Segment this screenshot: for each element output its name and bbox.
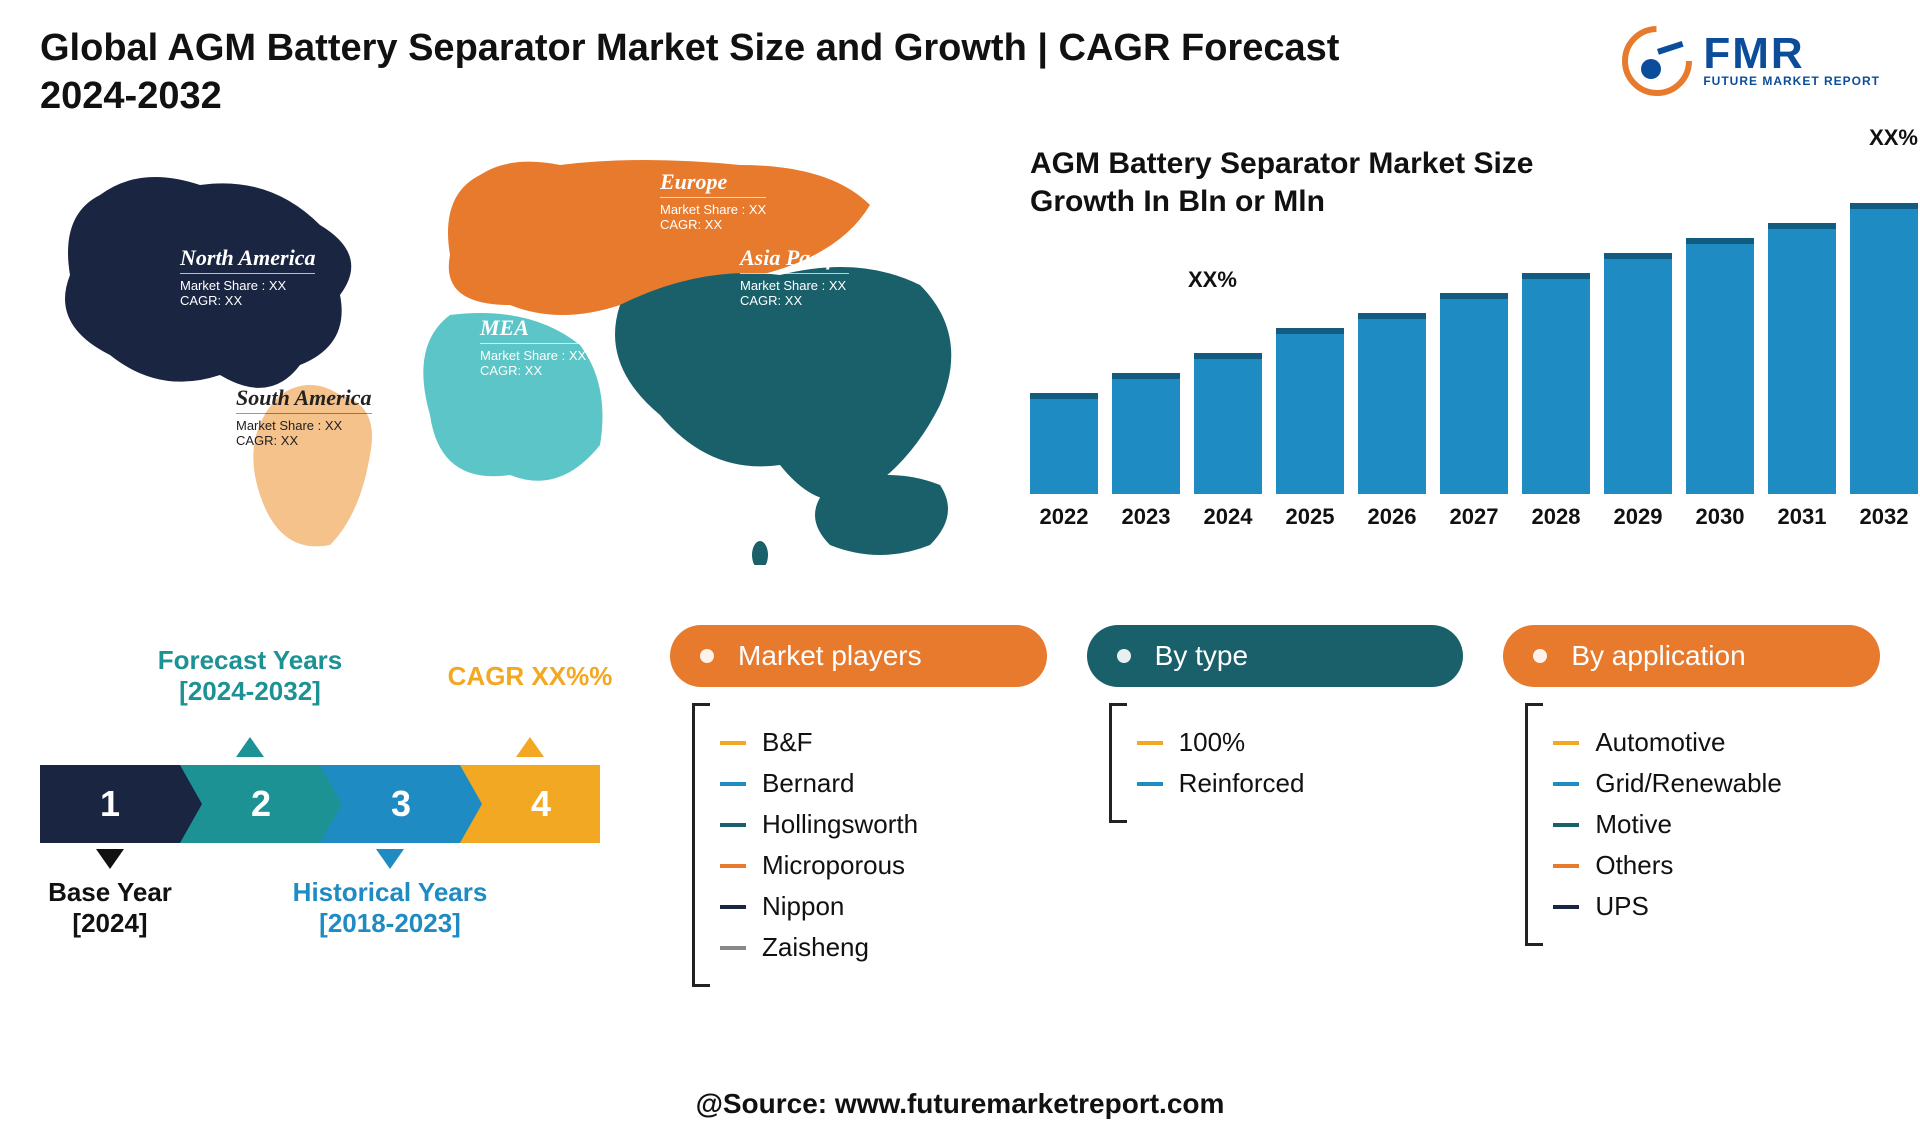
- bottom-row: 1234 Base Year[2024]Forecast Years[2024-…: [40, 625, 1880, 993]
- bar-label: 2024: [1204, 504, 1253, 530]
- bar-2027: 2027: [1440, 291, 1508, 530]
- bar-2023: 2023: [1112, 371, 1180, 530]
- list-item: Grid/Renewable: [1553, 768, 1880, 799]
- growth-label-2032: XX%: [1869, 125, 1918, 151]
- top-row: North AmericaMarket Share : XXCAGR: XX So…: [40, 145, 1880, 565]
- logo-text-sub: FUTURE MARKET REPORT: [1703, 74, 1880, 88]
- bar-2026: 2026: [1358, 311, 1426, 530]
- pill-header: Market players: [670, 625, 1047, 687]
- list-item: Microporous: [720, 850, 1047, 881]
- bar-label: 2026: [1368, 504, 1417, 530]
- timeline-seg-1: 1: [40, 765, 180, 843]
- bar-2032: 2032: [1850, 201, 1918, 530]
- timeline-label-2: Forecast Years[2024-2032]: [140, 645, 360, 707]
- list-item: Hollingsworth: [720, 809, 1047, 840]
- bracket: 100% Reinforced: [1087, 697, 1464, 829]
- page-title: Global AGM Battery Separator Market Size…: [40, 25, 1440, 120]
- list-item: Reinforced: [1137, 768, 1464, 799]
- col-market-players: Market players B&F Bernard Hollingsworth Mic…: [670, 625, 1047, 993]
- info-columns: Market players B&F Bernard Hollingsworth Mic…: [670, 625, 1880, 993]
- header: Global AGM Battery Separator Market Size…: [40, 25, 1880, 120]
- list-item: B&F: [720, 727, 1047, 758]
- bar-label: 2025: [1286, 504, 1335, 530]
- bar-2022: 2022: [1030, 391, 1098, 530]
- pill-header: By type: [1087, 625, 1464, 687]
- source-footer: @Source: www.futuremarketreport.com: [0, 1088, 1920, 1120]
- list-item: UPS: [1553, 891, 1880, 922]
- list-item: Automotive: [1553, 727, 1880, 758]
- list-item: Zaisheng: [720, 932, 1047, 963]
- bar-label: 2032: [1860, 504, 1909, 530]
- region-asia-pacific: Asia PacificMarket Share : XXCAGR: XX: [740, 245, 849, 308]
- list-item: Others: [1553, 850, 1880, 881]
- region-europe: EuropeMarket Share : XXCAGR: XX: [660, 169, 766, 232]
- bar-2028: 2028: [1522, 271, 1590, 530]
- bar-label: 2023: [1122, 504, 1171, 530]
- list-item: Nippon: [720, 891, 1047, 922]
- list-item: 100%: [1137, 727, 1464, 758]
- bar-2029: 2029: [1604, 251, 1672, 530]
- world-map: North AmericaMarket Share : XXCAGR: XX So…: [40, 145, 1000, 565]
- logo: FMR FUTURE MARKET REPORT: [1621, 25, 1880, 97]
- bar-label: 2022: [1040, 504, 1089, 530]
- bar-label: 2028: [1532, 504, 1581, 530]
- timeline-label-4: CAGR XX%%: [420, 661, 640, 692]
- bar-2031: 2031: [1768, 221, 1836, 530]
- region-north-america: North AmericaMarket Share : XXCAGR: XX: [180, 245, 315, 308]
- logo-icon: [1621, 25, 1693, 97]
- bar-2030: 2030: [1686, 236, 1754, 530]
- bar-2025: 2025: [1276, 326, 1344, 530]
- col-by-application: By application Automotive Grid/Renewable Mo…: [1503, 625, 1880, 993]
- logo-text-main: FMR: [1703, 34, 1880, 74]
- bar-label: 2031: [1778, 504, 1827, 530]
- bracket: Automotive Grid/Renewable Motive Others UPS: [1503, 697, 1880, 952]
- timeline-label-3: Historical Years[2018-2023]: [270, 877, 510, 939]
- col-by-type: By type 100% Reinforced: [1087, 625, 1464, 993]
- region-south-america: South AmericaMarket Share : XXCAGR: XX: [236, 385, 372, 448]
- list-item: Motive: [1553, 809, 1880, 840]
- list-item: Bernard: [720, 768, 1047, 799]
- region-mea: MEAMarket Share : XXCAGR: XX: [480, 315, 586, 378]
- chart-title: AGM Battery Separator Market Size Growth…: [1030, 145, 1550, 220]
- bracket: B&F Bernard Hollingsworth Microporous Nippon…: [670, 697, 1047, 993]
- timeline: 1234 Base Year[2024]Forecast Years[2024-…: [40, 625, 640, 985]
- timeline-label-1: Base Year[2024]: [0, 877, 230, 939]
- bar-label: 2027: [1450, 504, 1499, 530]
- bar-label: 2029: [1614, 504, 1663, 530]
- bar-label: 2030: [1696, 504, 1745, 530]
- bar-chart: AGM Battery Separator Market Size Growth…: [1030, 145, 1918, 565]
- bar-2024: 2024: [1194, 351, 1262, 530]
- pill-header: By application: [1503, 625, 1880, 687]
